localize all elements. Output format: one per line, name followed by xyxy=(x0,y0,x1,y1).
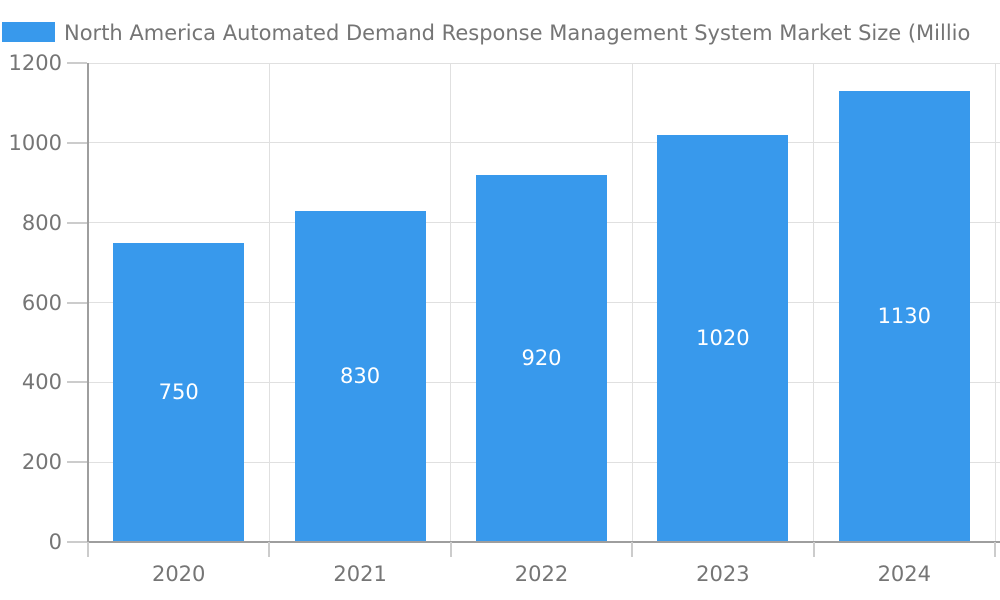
bar-value-label: 1020 xyxy=(696,326,750,351)
bar[interactable] xyxy=(838,90,970,542)
x-axis-tick xyxy=(994,542,996,557)
bar-value-label: 1130 xyxy=(877,304,932,329)
y-axis-tick xyxy=(67,221,87,224)
gridline-vertical xyxy=(994,63,996,542)
y-axis-label: 400 xyxy=(21,370,62,395)
gridline-vertical xyxy=(450,63,452,542)
x-axis-label: 2024 xyxy=(877,562,932,586)
bar[interactable] xyxy=(113,242,245,542)
bar-value-label: 750 xyxy=(158,380,199,405)
y-axis-tick xyxy=(67,62,87,64)
y-axis-tick xyxy=(67,301,87,304)
x-axis-tick xyxy=(449,542,452,557)
y-axis-label: 200 xyxy=(21,450,62,475)
y-axis-tick xyxy=(67,141,87,144)
gridline-vertical xyxy=(813,63,815,542)
y-axis-label: 0 xyxy=(48,530,62,554)
bar[interactable] xyxy=(657,134,789,542)
bar[interactable] xyxy=(476,174,607,542)
bar-value-label: 920 xyxy=(521,346,562,371)
bar-value-label: 830 xyxy=(340,364,381,389)
y-axis-line xyxy=(87,63,89,557)
x-axis-label: 2021 xyxy=(333,562,387,586)
x-axis-label: 2023 xyxy=(696,562,750,586)
x-axis-label: 2020 xyxy=(151,562,206,586)
y-axis-label: 800 xyxy=(21,210,62,235)
chart-title: North America Automated Demand Response … xyxy=(64,21,971,45)
y-axis-label: 600 xyxy=(21,290,62,315)
x-axis-tick xyxy=(87,542,89,557)
x-axis-line xyxy=(88,541,1000,543)
gridline-vertical xyxy=(268,63,270,542)
y-axis-tick xyxy=(67,541,87,543)
gridline-vertical xyxy=(631,63,633,542)
y-axis-tick xyxy=(67,461,87,464)
y-axis-label: 1200 xyxy=(8,51,62,75)
legend-swatch xyxy=(2,22,55,42)
x-axis-tick xyxy=(268,542,271,557)
x-axis-tick xyxy=(631,542,634,557)
gridline-horizontal xyxy=(88,62,1000,64)
y-axis-tick xyxy=(67,381,87,384)
x-axis-tick xyxy=(812,542,815,557)
y-axis-label: 1000 xyxy=(8,130,62,155)
bar[interactable] xyxy=(294,210,426,542)
x-axis-label: 2022 xyxy=(514,562,569,586)
gridline-horizontal xyxy=(88,142,1000,144)
